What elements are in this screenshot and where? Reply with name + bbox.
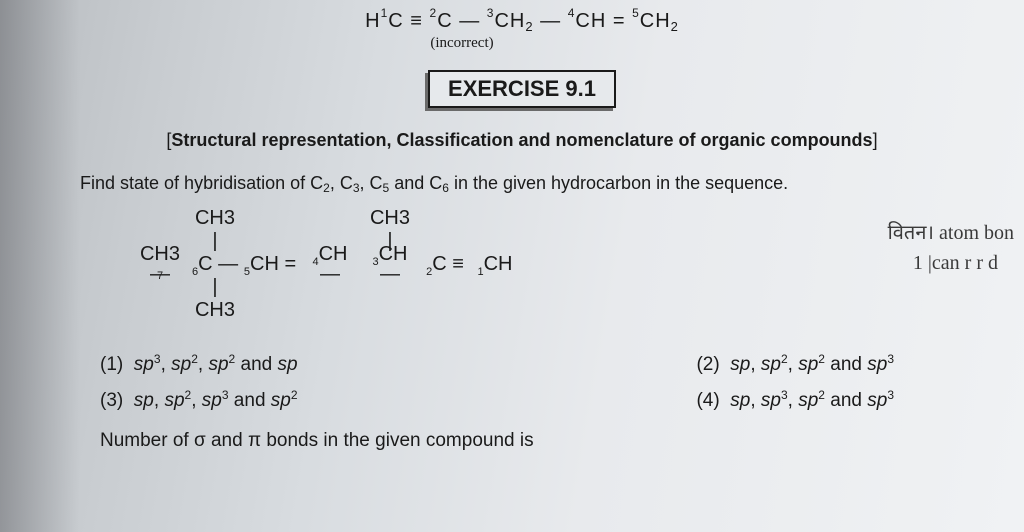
options-row-2: (3) sp, sp2, sp3 and sp2 (4) sp, sp3, sp… — [60, 390, 984, 412]
locant-1: 1 — [381, 6, 389, 20]
incorrect-label: (incorrect) — [0, 35, 984, 52]
o4s3: 3 — [887, 388, 894, 402]
q1-c6: 6 — [442, 181, 449, 195]
loc2: 2 — [426, 266, 432, 278]
exercise-title: EXERCISE 9.1 — [428, 70, 616, 108]
o2s1: 2 — [781, 352, 788, 366]
o2s3: 3 — [887, 352, 894, 366]
q1-tail: in the given hydrocarbon in the sequence… — [449, 173, 788, 193]
q1-sep2: , — [360, 173, 370, 193]
bracket-close: ] — [873, 130, 878, 150]
o1s3: 2 — [229, 352, 236, 366]
q1-c5: 5 — [383, 181, 390, 195]
q1-lead: Find state of hybridisation of C — [80, 173, 323, 193]
loc1: 1 — [477, 266, 483, 278]
loc7: 7 — [157, 270, 163, 282]
o3s2: 3 — [222, 388, 229, 402]
o4s1: 3 — [781, 388, 788, 402]
locant-2: 2 — [430, 6, 438, 20]
handwritten-line-1: वितन। atom bon — [888, 218, 1014, 245]
subtitle-bold-2: Classification and nomenclature of organ… — [391, 130, 872, 150]
subtitle-bold-1: Structural representation, — [171, 130, 391, 150]
page: H1C ≡ 2C — 3CH2 — 4CH = 5CH2 (incorrect)… — [0, 0, 1024, 532]
sub-a: 2 — [525, 19, 533, 34]
sub-b: 2 — [671, 19, 679, 34]
option-4: (4) sp, sp3, sp2 and sp3 — [696, 390, 894, 412]
o1s2: 2 — [191, 352, 198, 366]
o3s1: 2 — [185, 388, 192, 402]
q1-c2: 2 — [323, 181, 330, 195]
option-2: (2) sp, sp2, sp2 and sp3 — [696, 354, 894, 376]
option-1: (1) sp3, sp2, sp2 and sp — [100, 354, 298, 376]
q1-c3: 3 — [353, 181, 360, 195]
options-row-1: (1) sp3, sp2, sp2 and sp (2) sp, sp2, sp… — [60, 354, 984, 376]
q1-sep1: , — [330, 173, 340, 193]
handwritten-line-2: 1 |can r r d — [913, 252, 998, 275]
locant-3: 3 — [487, 6, 495, 20]
o4s2: 2 — [818, 388, 825, 402]
top-formula: H1C ≡ 2C — 3CH2 — 4CH = 5CH2 — [60, 10, 984, 33]
loc4: 4 — [312, 256, 318, 268]
o3s3: 2 — [291, 388, 298, 402]
locant-4: 4 — [568, 6, 576, 20]
question-2: Number of σ and π bonds in the given com… — [100, 430, 984, 452]
opt1-num: (1) — [100, 354, 123, 375]
loc3: 3 — [372, 256, 378, 268]
loc6: 6 — [192, 266, 198, 278]
exercise-box-wrap: EXERCISE 9.1 — [60, 70, 984, 108]
opt4-num: (4) — [696, 390, 719, 411]
locant-5: 5 — [632, 6, 640, 20]
structural-formula: CH3 CH3 | | CH3 — 6C — 5CH = 4CH — 3CH —… — [130, 204, 984, 324]
exercise-subtitle: [Structural representation, Classificati… — [60, 130, 984, 151]
o1s1: 3 — [154, 352, 161, 366]
q1-and: and — [389, 173, 429, 193]
o2s2: 2 — [818, 352, 825, 366]
opt3-num: (3) — [100, 390, 123, 411]
question-1: Find state of hybridisation of C2, C3, C… — [80, 173, 984, 194]
option-3: (3) sp, sp2, sp3 and sp2 — [100, 390, 298, 412]
opt2-num: (2) — [696, 354, 719, 375]
loc5: 5 — [244, 266, 250, 278]
